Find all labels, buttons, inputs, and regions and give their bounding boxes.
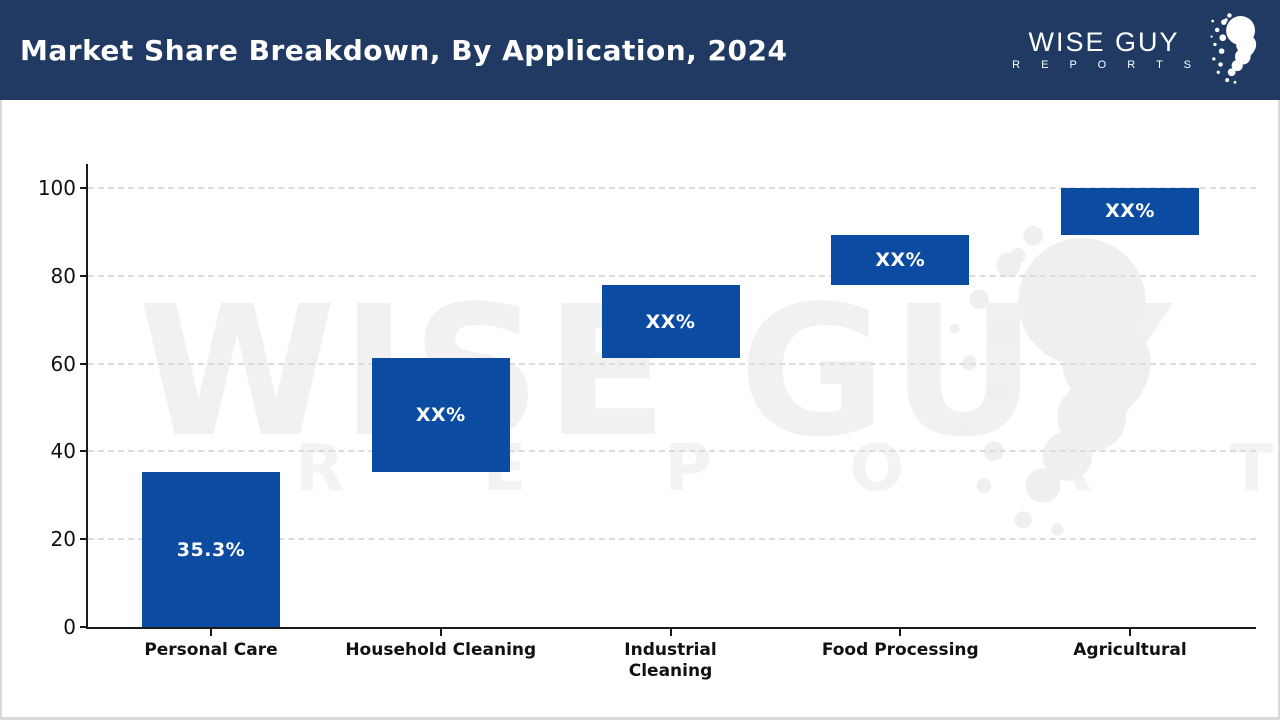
y-axis-tick bbox=[80, 450, 88, 453]
x-axis-category-label: Agricultural bbox=[1073, 640, 1187, 660]
bar-household-cleaning: XX% bbox=[371, 358, 510, 473]
y-axis-tick bbox=[80, 274, 88, 277]
y-axis-tick-label: 100 bbox=[37, 176, 76, 200]
x-axis-tick bbox=[899, 629, 902, 636]
x-axis-tick bbox=[1129, 629, 1131, 636]
page-title: Market Share Breakdown, By Application, … bbox=[20, 33, 788, 67]
y-axis-tick bbox=[80, 187, 88, 189]
y-axis-line bbox=[86, 164, 88, 629]
y-axis-tick bbox=[80, 626, 88, 628]
bar-food-processing: XX% bbox=[831, 234, 970, 285]
y-axis-tick-label: 0 bbox=[63, 615, 76, 639]
gridline-100 bbox=[88, 187, 1256, 189]
y-axis-tick bbox=[80, 362, 88, 365]
y-axis-tick-label: 60 bbox=[50, 351, 76, 376]
bar-value-label: 35.3% bbox=[176, 538, 246, 561]
bar-value-label: XX% bbox=[645, 310, 696, 333]
watermark-face-icon bbox=[949, 225, 1151, 536]
gridline-40 bbox=[88, 450, 1256, 453]
brand-logo: WISE GUY R E P O R T S bbox=[1008, 11, 1280, 89]
bar-personal-care: 35.3% bbox=[142, 472, 280, 627]
bar-industrial-cleaning: XX% bbox=[601, 285, 740, 359]
y-axis-tick-label: 80 bbox=[50, 263, 76, 288]
x-axis-category-label: Industrial Cleaning bbox=[624, 640, 717, 681]
gridline-20 bbox=[88, 538, 1256, 541]
brand-subtitle: R E P O R T S bbox=[1012, 59, 1200, 71]
gridline-80 bbox=[88, 274, 1256, 277]
x-axis-tick bbox=[210, 629, 212, 636]
bar-value-label: XX% bbox=[1105, 200, 1155, 223]
y-axis-tick bbox=[80, 538, 88, 541]
x-axis-category-label: Food Processing bbox=[821, 640, 979, 660]
bar-value-label: XX% bbox=[415, 404, 466, 427]
brand-name: WISE GUY bbox=[1028, 27, 1180, 57]
gridline-60 bbox=[88, 362, 1256, 365]
header-bar: Market Share Breakdown, By Application, … bbox=[0, 0, 1280, 100]
x-axis-line bbox=[86, 627, 1256, 629]
y-axis-tick-label: 40 bbox=[50, 439, 76, 464]
brand-logo-text: WISE GUY R E P O R T S bbox=[1008, 28, 1200, 72]
bar-value-label: XX% bbox=[875, 248, 926, 271]
x-axis-category-label: Household Cleaning bbox=[345, 640, 537, 660]
x-axis-tick bbox=[439, 629, 442, 636]
y-axis-tick-label: 20 bbox=[50, 527, 76, 552]
x-axis-category-label: Personal Care bbox=[144, 640, 278, 660]
x-axis-tick bbox=[669, 629, 672, 636]
brand-face-icon bbox=[1210, 13, 1257, 84]
bar-agricultural: XX% bbox=[1061, 188, 1199, 235]
